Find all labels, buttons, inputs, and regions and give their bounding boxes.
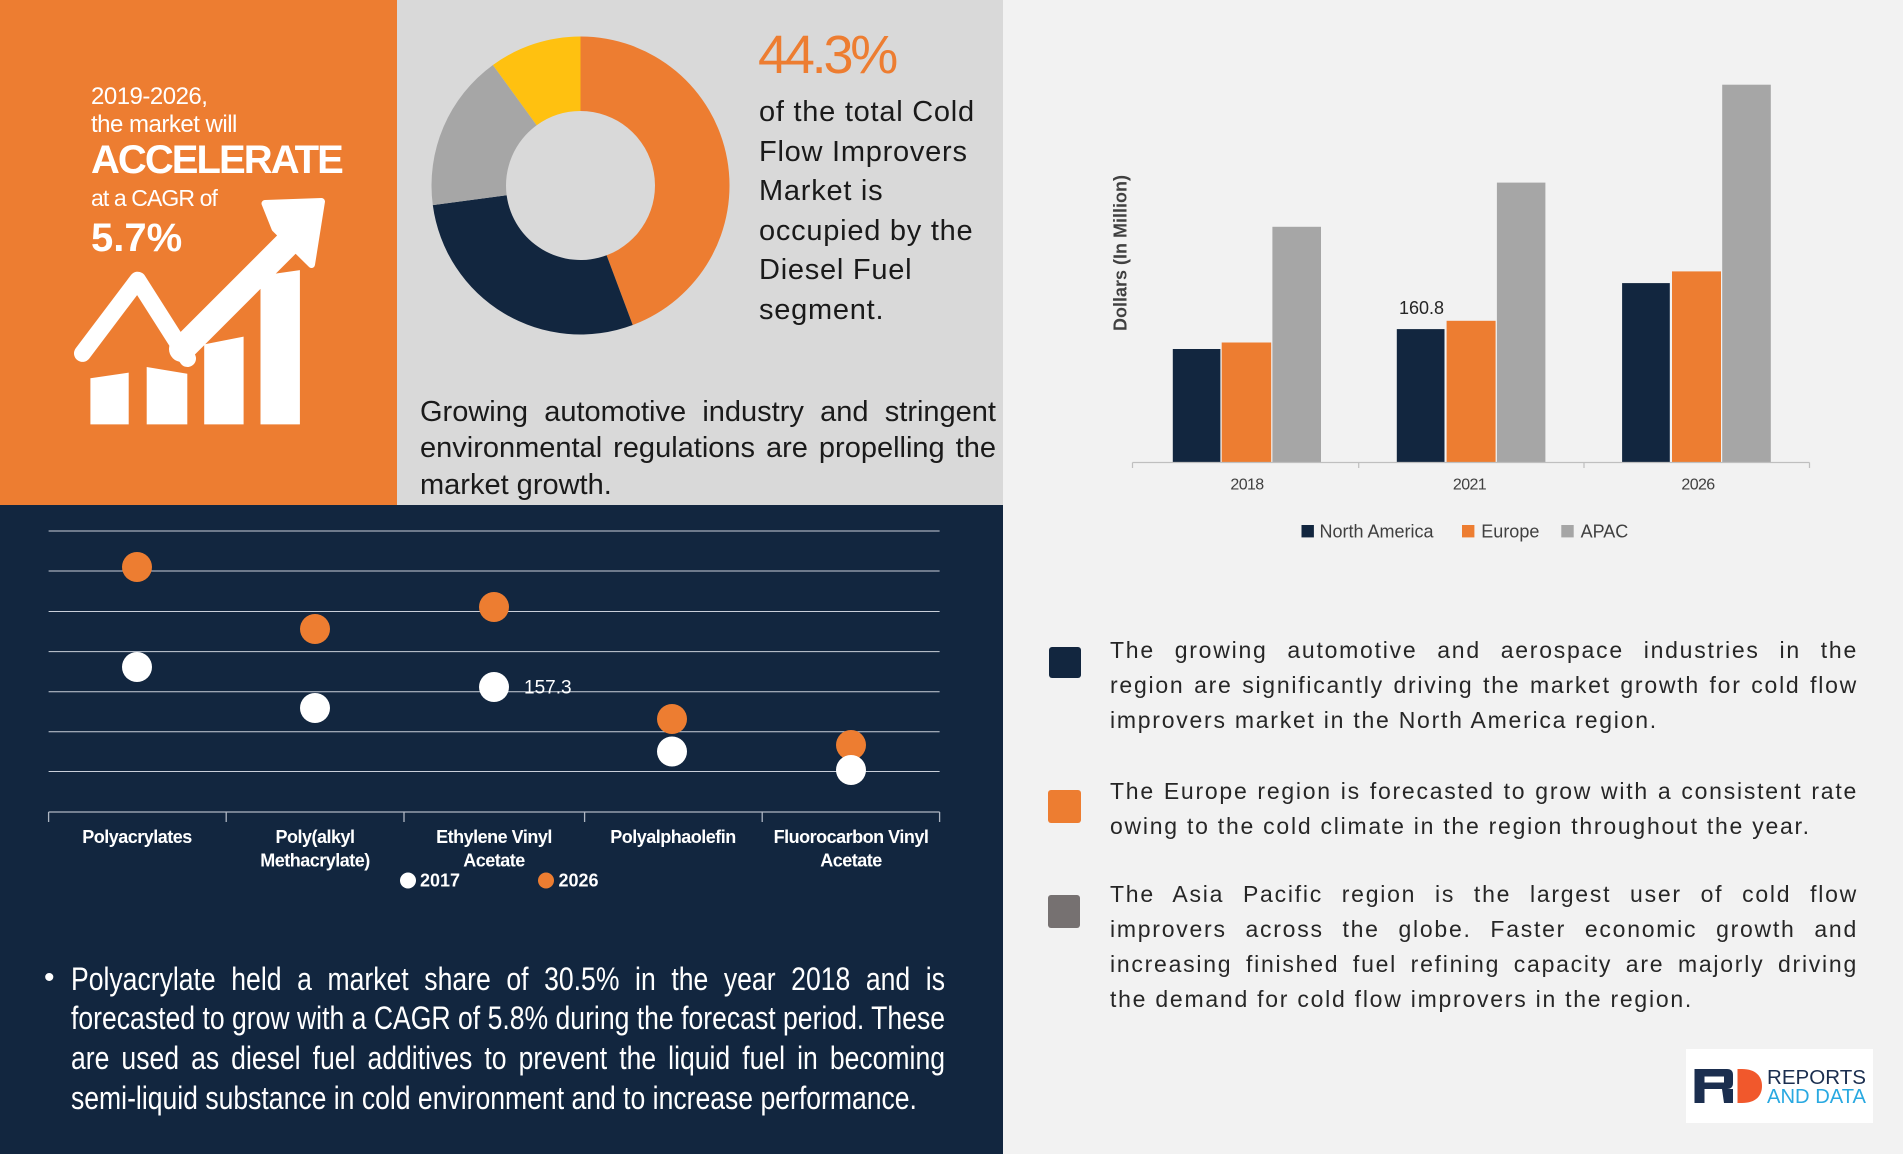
svg-text:2017: 2017 <box>420 871 460 891</box>
svg-text:2026: 2026 <box>1681 476 1715 493</box>
svg-text:Acetate: Acetate <box>820 851 882 871</box>
svg-text:AND DATA: AND DATA <box>1767 1085 1866 1108</box>
svg-text:2018: 2018 <box>1230 476 1264 493</box>
svg-text:Polyalphaolefin: Polyalphaolefin <box>610 827 736 847</box>
svg-text:157.3: 157.3 <box>524 677 572 698</box>
svg-text:160.8: 160.8 <box>1399 298 1444 318</box>
svg-text:Methacrylate): Methacrylate) <box>260 851 370 871</box>
svg-text:REPORTS: REPORTS <box>1767 1066 1866 1089</box>
svg-text:Dollars (In Million): Dollars (In Million) <box>1111 175 1131 331</box>
svg-text:2026: 2026 <box>559 871 599 891</box>
svg-text:Acetate: Acetate <box>463 851 525 871</box>
svg-text:Polyacrylates: Polyacrylates <box>82 827 192 847</box>
svg-text:Europe: Europe <box>1481 521 1539 541</box>
svg-text:Fluorocarbon Vinyl: Fluorocarbon Vinyl <box>774 827 929 847</box>
svg-text:Poly(alkyl: Poly(alkyl <box>275 827 354 847</box>
svg-text:APAC: APAC <box>1581 521 1629 541</box>
svg-text:North America: North America <box>1320 521 1435 541</box>
svg-text:Ethylene Vinyl: Ethylene Vinyl <box>436 827 552 847</box>
svg-text:2021: 2021 <box>1453 476 1487 493</box>
